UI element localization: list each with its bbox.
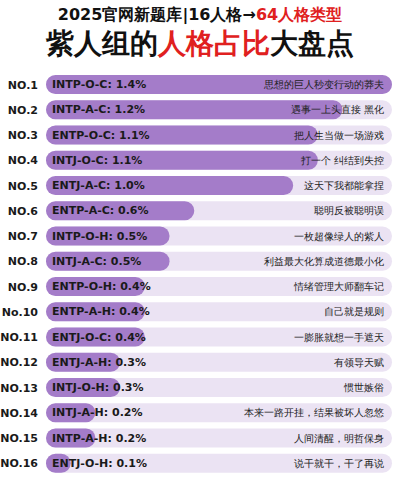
svg-text:NO.9: NO.9 [8, 281, 38, 294]
svg-text:NO.1: NO.1 [8, 79, 38, 92]
svg-text:NO.15: NO.15 [0, 432, 38, 445]
svg-text:NO.5: NO.5 [8, 180, 38, 193]
svg-text:聪明反被聪明误: 聪明反被聪明误 [314, 205, 384, 216]
svg-text:NO.7: NO.7 [8, 230, 38, 243]
svg-text:NO.16: NO.16 [0, 457, 38, 470]
svg-text:有领导天赋: 有领导天赋 [334, 357, 384, 368]
svg-text:NO.4: NO.4 [8, 154, 38, 167]
svg-text:No.10: No.10 [2, 306, 39, 319]
svg-text:ENTP-A-H: 0.4%: ENTP-A-H: 0.4% [52, 305, 150, 318]
svg-text:ENTJ-O-C: 0.4%: ENTJ-O-C: 0.4% [52, 331, 146, 344]
svg-text:INTJ-A-C: 0.5%: INTJ-A-C: 0.5% [52, 255, 141, 268]
svg-text:人间清醒，明哲保身: 人间清醒，明哲保身 [294, 433, 384, 444]
svg-text:INTJ-A-H: 0.2%: INTJ-A-H: 0.2% [52, 406, 142, 419]
svg-text:自己就是规则: 自己就是规则 [324, 306, 384, 317]
svg-text:利益最大化算成道德最小化: 利益最大化算成道德最小化 [264, 256, 384, 267]
svg-text:ENTP-A-C: 0.6%: ENTP-A-C: 0.6% [52, 204, 149, 217]
svg-text:ENTP-O-H: 0.4%: ENTP-O-H: 0.4% [52, 280, 151, 293]
svg-text:NO.3: NO.3 [8, 129, 38, 142]
svg-text:NO.14: NO.14 [0, 407, 38, 420]
svg-text:一枚超像绿人的紫人: 一枚超像绿人的紫人 [294, 231, 384, 242]
svg-text:INTP-O-H: 0.5%: INTP-O-H: 0.5% [52, 230, 147, 243]
svg-text:说干就干，干了再说: 说干就干，干了再说 [294, 458, 384, 469]
svg-text:惯世嫉俗: 惯世嫉俗 [343, 382, 384, 393]
svg-text:NO.8: NO.8 [8, 255, 38, 268]
svg-text:ENTJ-A-C: 1.0%: ENTJ-A-C: 1.0% [52, 179, 145, 192]
svg-text:ENTP-O-C: 1.1%: ENTP-O-C: 1.1% [52, 129, 150, 142]
svg-text:遇事一上头直接 黑化: 遇事一上头直接 黑化 [291, 104, 384, 115]
svg-text:INTP-A-C: 1.2%: INTP-A-C: 1.2% [52, 103, 145, 116]
html-text:2025官网新题库|16人格→ 64人格类型: 2025官网新题库|16人格→ 64人格类型 [57, 5, 343, 24]
svg-text:NO.2: NO.2 [8, 104, 38, 117]
svg-text:NO.6: NO.6 [8, 205, 38, 218]
svg-text:NO.11: NO.11 [0, 331, 38, 344]
svg-text:INTJ-O-H: 0.3%: INTJ-O-H: 0.3% [52, 381, 144, 394]
svg-text:ENTJ-A-H: 0.3%: ENTJ-A-H: 0.3% [52, 356, 146, 369]
svg-text:情绪管理大师翻车记: 情绪管理大师翻车记 [293, 281, 384, 292]
svg-text:ENTJ-O-H: 0.1%: ENTJ-O-H: 0.1% [52, 457, 147, 470]
html-text:紫人组的人格占比大盘点: 紫人组的人格占比大盘点 [46, 27, 354, 60]
svg-text:NO.13: NO.13 [0, 382, 38, 395]
svg-text:打一个 纠结到失控: 打一个 纠结到失控 [300, 155, 384, 166]
svg-text:INTP-O-C: 1.4%: INTP-O-C: 1.4% [52, 78, 146, 91]
svg-text:这天下我都能拿捏: 这天下我都能拿捏 [304, 180, 384, 191]
svg-text:本来一路开挂，结果被坏人忽悠: 本来一路开挂，结果被坏人忽悠 [244, 407, 384, 418]
svg-text:把人生当做一场游戏: 把人生当做一场游戏 [294, 130, 384, 141]
svg-text:NO.12: NO.12 [0, 356, 38, 369]
svg-text:INTJ-O-C: 1.1%: INTJ-O-C: 1.1% [52, 154, 142, 167]
svg-text:INTP-A-H: 0.2%: INTP-A-H: 0.2% [52, 432, 146, 445]
svg-text:一膨胀就想一手遮天: 一膨胀就想一手遮天 [294, 332, 384, 343]
svg-text:思想的巨人秒变行动的莽夫: 思想的巨人秒变行动的莽夫 [263, 79, 384, 90]
